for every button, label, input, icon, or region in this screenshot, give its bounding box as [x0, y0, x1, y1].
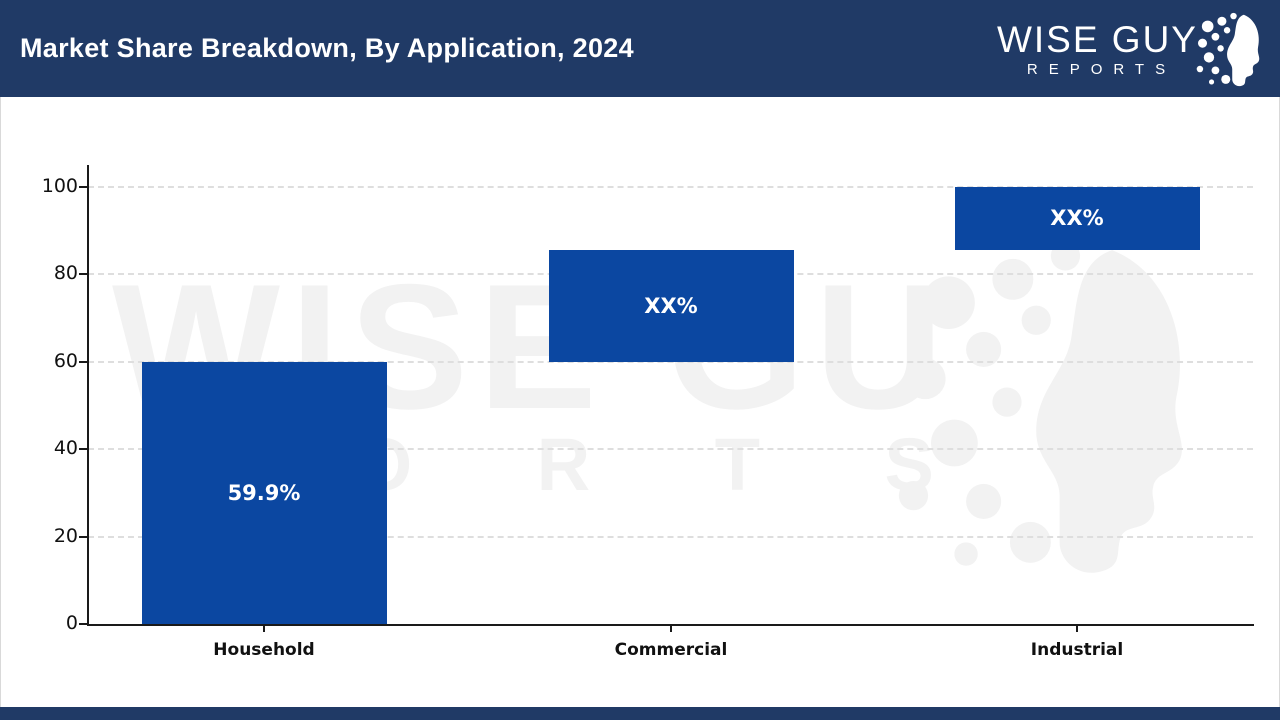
- header-banner: Market Share Breakdown, By Application, …: [0, 0, 1280, 97]
- y-tick-label-40: 40: [53, 437, 78, 460]
- y-tick-mark-60: [79, 360, 87, 363]
- y-tick-mark-20: [79, 535, 87, 538]
- bar-household: 59.9%: [141, 362, 387, 624]
- x-axis-line: [87, 624, 1254, 626]
- logo-wise-guy-label: WISE GUY: [996, 18, 1198, 60]
- x-category-label-industrial: Industrial: [1030, 640, 1124, 660]
- x-tick-mark-household: [263, 626, 265, 632]
- y-tick-label-60: 60: [53, 349, 78, 372]
- bar-value-label-household: 59.9%: [227, 481, 301, 506]
- x-category-label-commercial: Commercial: [614, 640, 728, 660]
- y-tick-label-100: 100: [41, 175, 78, 197]
- logo-text: WISE GUY REPORTS: [997, 21, 1198, 77]
- y-tick-mark-40: [79, 448, 87, 451]
- x-tick-mark-industrial: [1076, 626, 1078, 632]
- y-tick-mark-100: [79, 186, 87, 188]
- y-tick-label-0: 0: [65, 612, 78, 634]
- logo-head-icon: [1196, 12, 1260, 86]
- y-tick-mark-0: [79, 623, 87, 625]
- y-tick-label-80: 80: [53, 262, 78, 285]
- gridline-40: [88, 448, 1253, 451]
- bar-commercial: XX%: [548, 249, 794, 363]
- x-category-label-household: Household: [213, 640, 315, 660]
- bar-value-label-industrial: XX%: [1050, 206, 1104, 231]
- x-tick-mark-commercial: [670, 626, 672, 632]
- gridline-20: [88, 535, 1253, 538]
- chart-title: Market Share Breakdown, By Application, …: [20, 33, 634, 63]
- bar-value-label-commercial: XX%: [644, 294, 698, 319]
- gridline-100: [88, 186, 1253, 188]
- footer-bar: [0, 707, 1280, 720]
- bar-industrial: XX%: [954, 187, 1200, 250]
- wise-guy-reports-logo: WISE GUY REPORTS: [997, 7, 1280, 91]
- y-tick-mark-80: [79, 273, 87, 276]
- y-tick-label-20: 20: [53, 524, 78, 547]
- logo-reports-label: REPORTS: [1026, 60, 1177, 78]
- y-axis-line: [87, 165, 89, 626]
